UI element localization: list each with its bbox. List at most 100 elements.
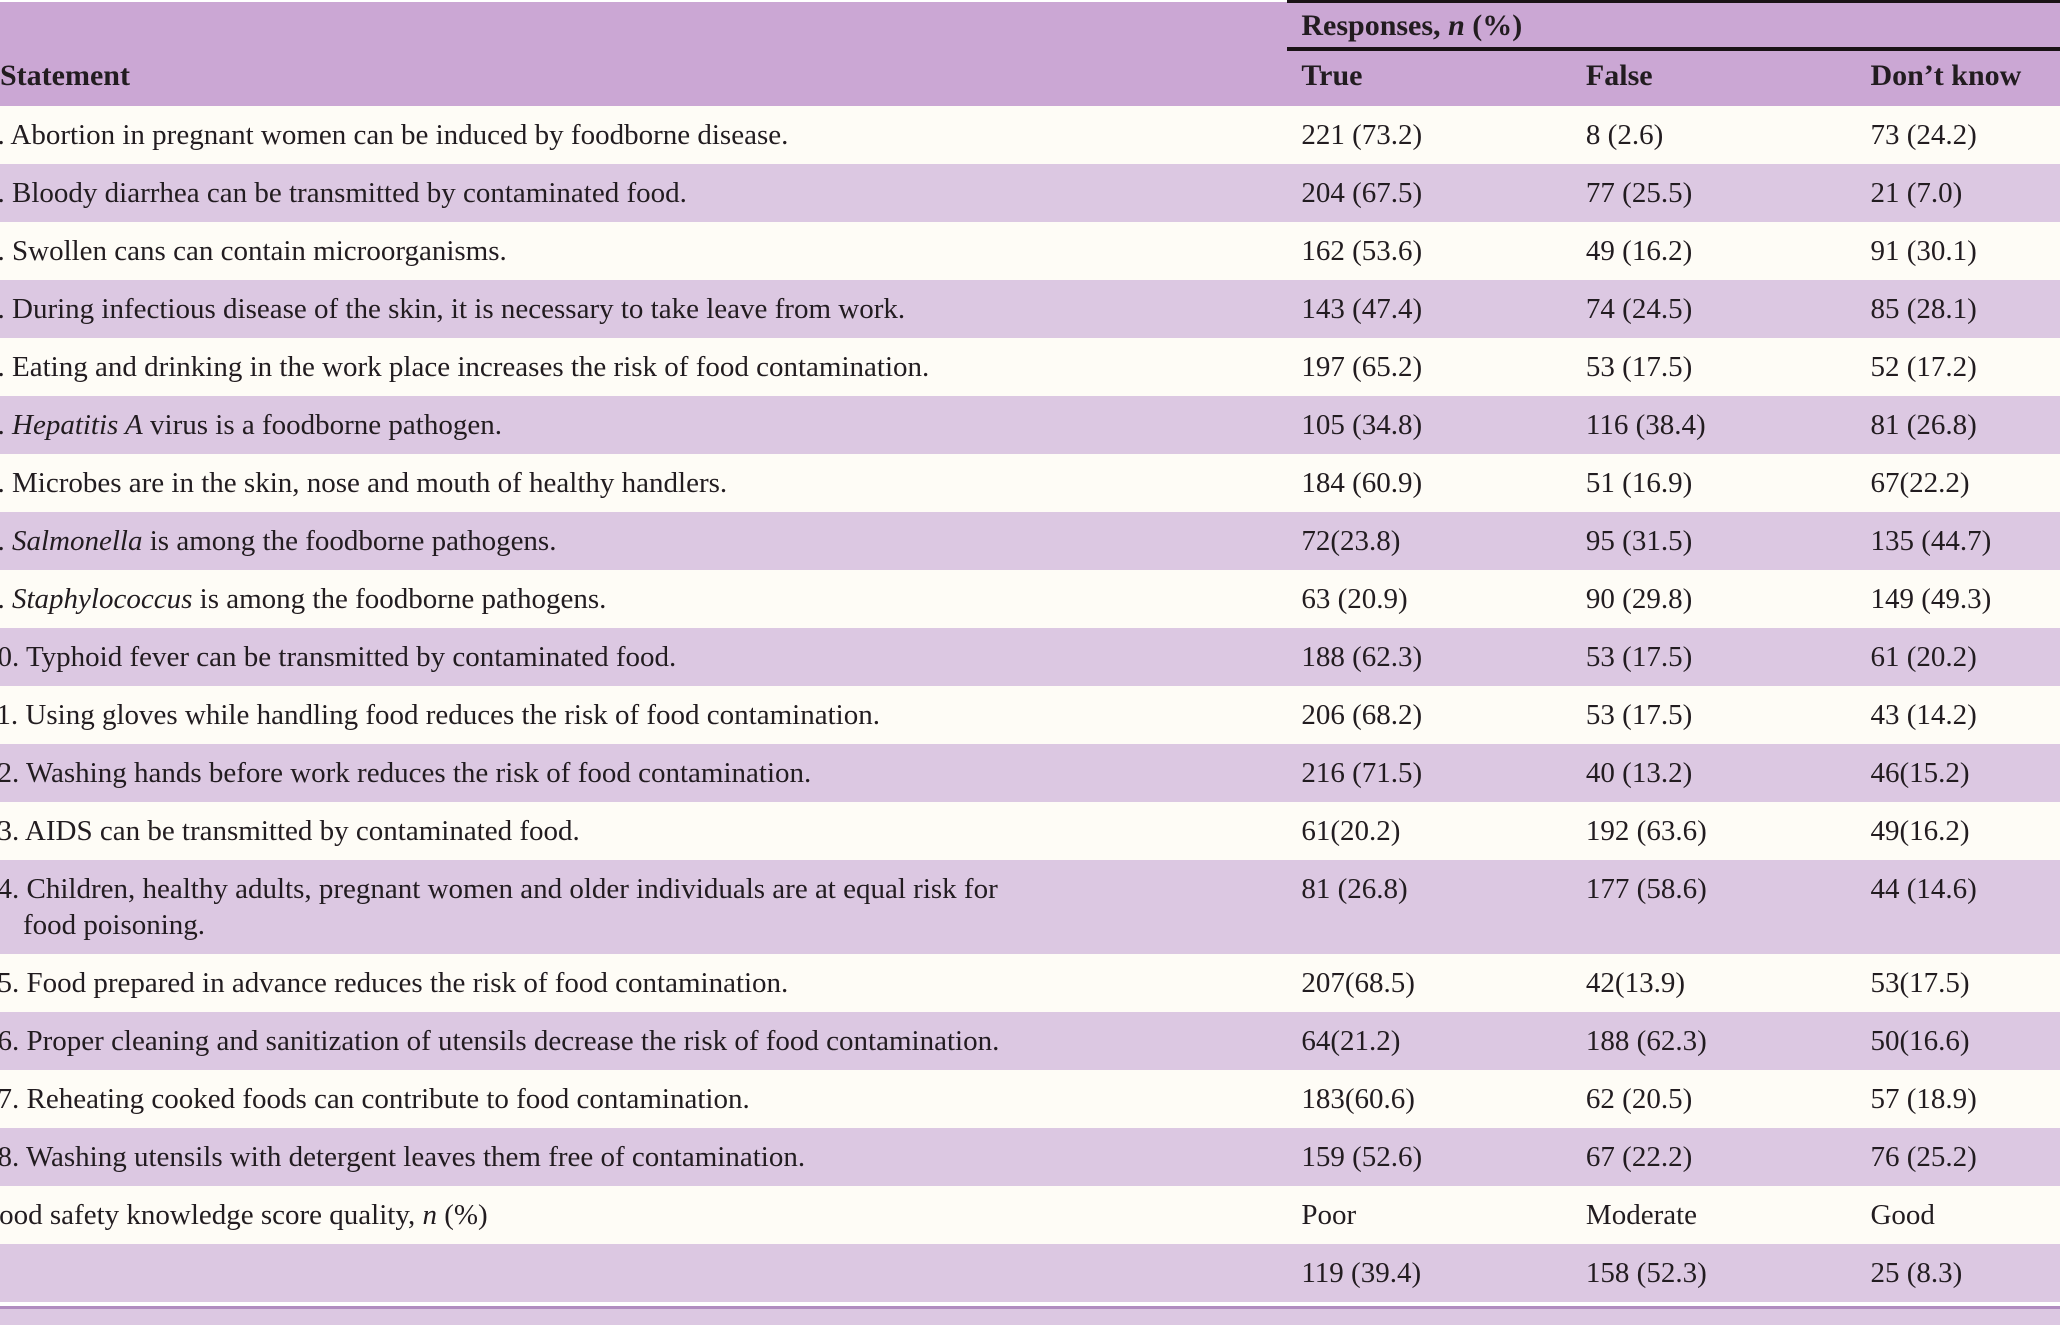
dont-know-cell: Good xyxy=(1856,1186,2060,1244)
true-cell: 188 (62.3) xyxy=(1287,628,1572,686)
true-cell: 184 (60.9) xyxy=(1287,454,1572,512)
false-cell: 40 (13.2) xyxy=(1571,744,1857,802)
table-row: 14. Children, healthy adults, pregnant w… xyxy=(0,860,2060,954)
true-cell: 204 (67.5) xyxy=(1287,164,1572,222)
table-row: 12. Washing hands before work reduces th… xyxy=(0,744,2060,802)
responses-group-header: Responses, n (%) xyxy=(1287,0,2060,51)
dont-know-cell: 81 (26.8) xyxy=(1856,396,2060,454)
true-cell: 105 (34.8) xyxy=(1287,396,1572,454)
false-cell: 95 (31.5) xyxy=(1571,512,1857,570)
true-cell: 216 (71.5) xyxy=(1287,744,1572,802)
table-row: 5. Eating and drinking in the work place… xyxy=(0,338,2060,396)
statement-cell: Food safety knowledge score quality, n (… xyxy=(0,1186,1288,1244)
table-row: Food safety knowledge score quality, n (… xyxy=(0,1186,2060,1244)
table-row: 18. Washing utensils with detergent leav… xyxy=(0,1128,2060,1186)
statement-cell: 15. Food prepared in advance reduces the… xyxy=(0,954,1288,1012)
true-cell: 63 (20.9) xyxy=(1287,570,1572,628)
dont-know-cell: 85 (28.1) xyxy=(1856,280,2060,338)
dont-know-cell: 61 (20.2) xyxy=(1856,628,2060,686)
false-cell: 8 (2.6) xyxy=(1571,106,1857,164)
table-row: 4. During infectious disease of the skin… xyxy=(0,280,2060,338)
true-cell: 221 (73.2) xyxy=(1287,106,1572,164)
table-row: 15. Food prepared in advance reduces the… xyxy=(0,954,2060,1012)
statement-cell: 13. AIDS can be transmitted by contamina… xyxy=(0,802,1288,860)
table-row: 11. Using gloves while handling food red… xyxy=(0,686,2060,744)
statement-cell: 1. Abortion in pregnant women can be ind… xyxy=(0,106,1288,164)
false-cell: Moderate xyxy=(1571,1186,1857,1244)
false-column-header: False xyxy=(1571,49,1857,106)
table-row: 13. AIDS can be transmitted by contamina… xyxy=(0,802,2060,860)
true-cell: 159 (52.6) xyxy=(1287,1128,1572,1186)
statement-cell: 4. During infectious disease of the skin… xyxy=(0,280,1288,338)
statement-cell: 5. Eating and drinking in the work place… xyxy=(0,338,1288,396)
false-cell: 90 (29.8) xyxy=(1571,570,1857,628)
false-cell: 42(13.9) xyxy=(1571,954,1857,1012)
dont-know-cell: 73 (24.2) xyxy=(1856,106,2060,164)
true-cell: 183(60.6) xyxy=(1287,1070,1572,1128)
response-columns-row: True False Don’t know xyxy=(0,49,2060,106)
false-cell: 62 (20.5) xyxy=(1571,1070,1857,1128)
false-cell: 74 (24.5) xyxy=(1571,280,1857,338)
false-cell: 53 (17.5) xyxy=(1571,686,1857,744)
statement-cell: 7. Microbes are in the skin, nose and mo… xyxy=(0,454,1288,512)
true-cell: 64(21.2) xyxy=(1287,1012,1572,1070)
dont-know-cell: 21 (7.0) xyxy=(1856,164,2060,222)
statement-cell: 8. Salmonella is among the foodborne pat… xyxy=(0,512,1288,570)
statement-cell: 14. Children, healthy adults, pregnant w… xyxy=(0,860,1288,954)
table-row: 8. Salmonella is among the foodborne pat… xyxy=(0,512,2060,570)
statement-cell: 10. Typhoid fever can be transmitted by … xyxy=(0,628,1288,686)
false-cell: 188 (62.3) xyxy=(1571,1012,1857,1070)
table-row: 10. Typhoid fever can be transmitted by … xyxy=(0,628,2060,686)
table-header: Statement Responses, n (%) True False Do… xyxy=(0,0,2060,106)
false-cell: 51 (16.9) xyxy=(1571,454,1857,512)
true-cell: 81 (26.8) xyxy=(1287,860,1572,954)
statement-cell: 12. Washing hands before work reduces th… xyxy=(0,744,1288,802)
false-cell: 177 (58.6) xyxy=(1571,860,1857,954)
dont-know-cell: 25 (8.3) xyxy=(1856,1244,2060,1302)
true-cell: 72(23.8) xyxy=(1287,512,1572,570)
responses-group-row: Statement Responses, n (%) xyxy=(0,0,2060,106)
dont-know-cell: 67(22.2) xyxy=(1856,454,2060,512)
false-cell: 116 (38.4) xyxy=(1571,396,1857,454)
dont-know-cell: 53(17.5) xyxy=(1856,954,2060,1012)
true-cell: 207(68.5) xyxy=(1287,954,1572,1012)
dont-know-cell: 52 (17.2) xyxy=(1856,338,2060,396)
statement-column-header: Statement xyxy=(0,1,1288,106)
statement-cell xyxy=(0,1244,1288,1302)
table-row: 119 (39.4) 158 (52.3) 25 (8.3) xyxy=(0,1244,2060,1302)
false-cell: 77 (25.5) xyxy=(1571,164,1857,222)
statement-cell: 17. Reheating cooked foods can contribut… xyxy=(0,1070,1288,1128)
true-cell: 206 (68.2) xyxy=(1287,686,1572,744)
table-row: 3. Swollen cans can contain microorganis… xyxy=(0,222,2060,280)
false-cell: 158 (52.3) xyxy=(1571,1244,1857,1302)
false-cell: 53 (17.5) xyxy=(1571,628,1857,686)
dont-know-cell: 57 (18.9) xyxy=(1856,1070,2060,1128)
statement-cell: 2. Bloody diarrhea can be transmitted by… xyxy=(0,164,1288,222)
false-cell: 192 (63.6) xyxy=(1571,802,1857,860)
table-row: 2. Bloody diarrhea can be transmitted by… xyxy=(0,164,2060,222)
statement-cell: 11. Using gloves while handling food red… xyxy=(0,686,1288,744)
true-column-header: True xyxy=(1287,49,1572,106)
table-body: 1. Abortion in pregnant women can be ind… xyxy=(0,106,2060,1302)
table-row: 9. Staphylococcus is among the foodborne… xyxy=(0,570,2060,628)
table-bottom-gap xyxy=(0,1302,2060,1306)
dont-know-cell: 43 (14.2) xyxy=(1856,686,2060,744)
false-cell: 53 (17.5) xyxy=(1571,338,1857,396)
dont-know-cell: 135 (44.7) xyxy=(1856,512,2060,570)
true-cell: 119 (39.4) xyxy=(1287,1244,1572,1302)
table-bottom-strip xyxy=(0,1309,2060,1325)
table-row: 7. Microbes are in the skin, nose and mo… xyxy=(0,454,2060,512)
responses-group-label: Responses, n (%) xyxy=(1301,9,1523,42)
table-row: 16. Proper cleaning and sanitization of … xyxy=(0,1012,2060,1070)
dont-know-cell: 44 (14.6) xyxy=(1856,860,2060,954)
statement-cell: 18. Washing utensils with detergent leav… xyxy=(0,1128,1288,1186)
statement-cell: 3. Swollen cans can contain microorganis… xyxy=(0,222,1288,280)
statement-cell: 6. Hepatitis A virus is a foodborne path… xyxy=(0,396,1288,454)
dont-know-cell: 46(15.2) xyxy=(1856,744,2060,802)
false-cell: 67 (22.2) xyxy=(1571,1128,1857,1186)
true-cell: 162 (53.6) xyxy=(1287,222,1572,280)
dont-know-cell: 91 (30.1) xyxy=(1856,222,2060,280)
table-row: 17. Reheating cooked foods can contribut… xyxy=(0,1070,2060,1128)
